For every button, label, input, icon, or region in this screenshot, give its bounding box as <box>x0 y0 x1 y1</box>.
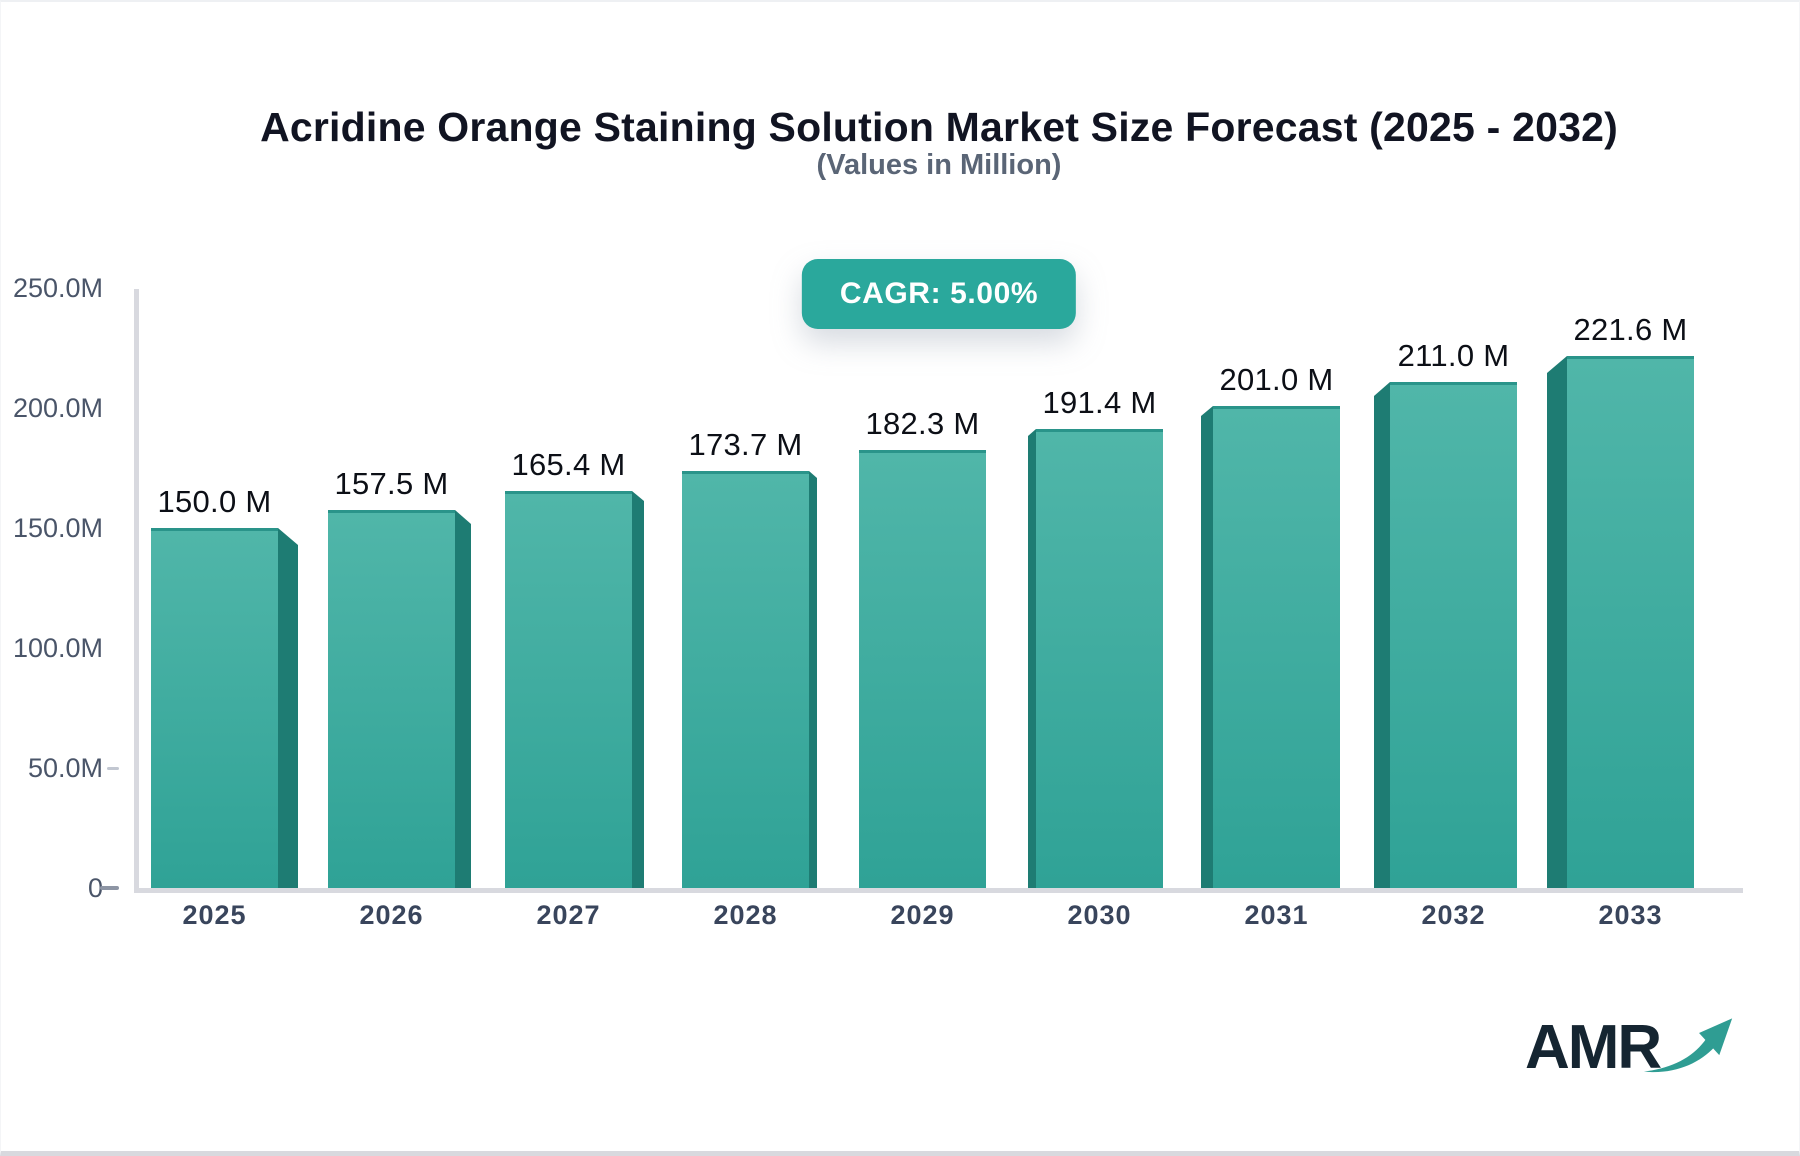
bar <box>1567 356 1694 890</box>
bar-value-label: 182.3 M <box>865 406 980 441</box>
bar <box>1036 429 1163 890</box>
bar <box>328 510 455 890</box>
bar-side-face <box>455 510 471 890</box>
x-axis-label: 2025 <box>182 900 247 930</box>
trend-arrow-icon <box>1644 1018 1733 1073</box>
chart-title: Acridine Orange Staining Solution Market… <box>260 104 1618 150</box>
bar-value-label: 150.0 M <box>157 484 272 519</box>
y-axis-label: 150.0M <box>12 513 103 543</box>
cagr-badge: CAGR: 5.00% <box>801 259 1077 329</box>
bar-value-label: 211.0 M <box>1397 338 1510 373</box>
bar-side-face <box>1547 356 1567 890</box>
bar-side-face <box>809 471 817 890</box>
amr-logo-text: AMR <box>1525 1013 1662 1082</box>
x-axis-label: 2028 <box>713 900 778 930</box>
y-axis-label: 250.0M <box>12 273 103 303</box>
y-axis-label: 200.0M <box>12 393 103 423</box>
amr-logo: AMR <box>1525 1013 1734 1082</box>
bar-value-label: 165.4 M <box>511 447 626 482</box>
bar-side-face <box>1374 382 1390 890</box>
y-axis-label: 100.0M <box>12 633 103 663</box>
x-axis-baseline <box>134 888 1743 893</box>
y-axis-label: 0 <box>87 873 103 903</box>
x-axis-label: 2032 <box>1421 900 1486 930</box>
bar <box>682 471 809 890</box>
bar <box>1213 406 1340 890</box>
bar <box>1390 382 1517 890</box>
x-axis-label: 2027 <box>536 900 601 930</box>
bar <box>859 450 986 890</box>
bar-side-face <box>278 528 298 890</box>
bar-side-face <box>1201 406 1213 890</box>
bar-side-face <box>632 491 644 890</box>
x-axis-label: 2030 <box>1067 900 1132 930</box>
x-axis-label: 2031 <box>1244 900 1309 930</box>
x-axis-label: 2026 <box>359 900 424 930</box>
bar-value-label: 173.7 M <box>688 427 803 462</box>
chart-subtitle: (Values in Million) <box>816 149 1062 181</box>
bar-value-label: 201.0 M <box>1219 362 1334 397</box>
y-axis-tick <box>107 767 119 770</box>
y-axis-label: 50.0M <box>27 753 103 783</box>
bar-side-face <box>1028 429 1036 890</box>
y-axis-line <box>134 289 139 890</box>
x-axis-label: 2033 <box>1598 900 1663 930</box>
x-axis-label: 2029 <box>890 900 955 930</box>
bar <box>505 491 632 890</box>
bar-value-label: 191.4 M <box>1042 385 1157 420</box>
bar-value-label: 157.5 M <box>334 466 449 501</box>
bar <box>151 528 278 890</box>
bar-value-label: 221.6 M <box>1573 312 1688 347</box>
y-axis-tick <box>100 886 119 890</box>
